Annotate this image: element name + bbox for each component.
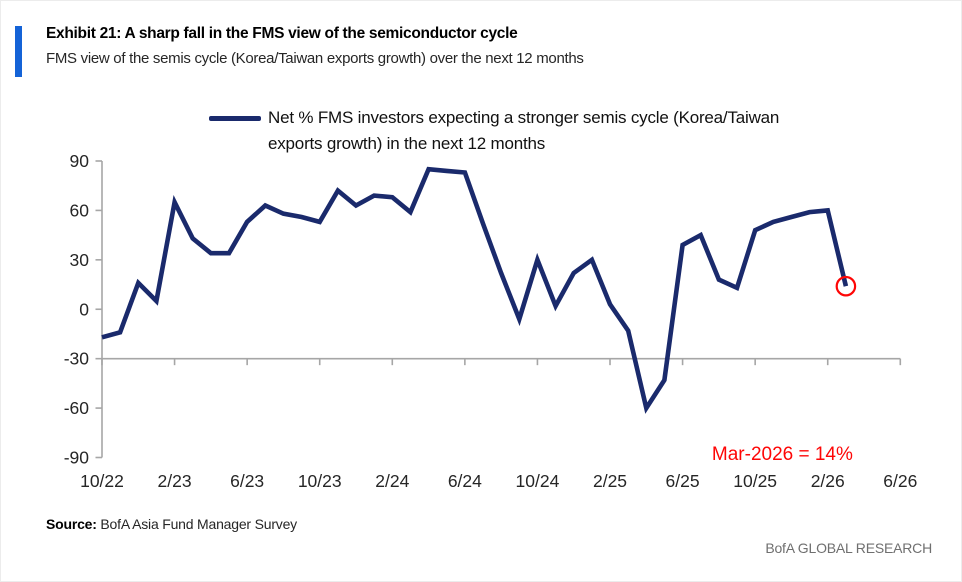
brand-mark: BofA GLOBAL RESEARCH [765,540,932,556]
legend-label: Net % FMS investors expecting a stronger… [268,105,779,157]
y-axis-tick-label: 90 [70,151,90,171]
y-axis-tick-label: -30 [64,349,90,369]
y-axis-tick-label: 30 [70,250,90,270]
y-axis-tick-label: -90 [64,448,90,468]
x-axis-tick-label: 6/26 [883,471,917,491]
exhibit-subtitle: FMS view of the semis cycle (Korea/Taiwa… [46,50,584,67]
x-axis-tick-label: 2/25 [593,471,627,491]
x-axis-tick-label: 10/23 [298,471,342,491]
x-axis-tick-label: 2/24 [375,471,409,491]
annotation-last-value: Mar-2026 = 14% [712,444,853,465]
x-axis-tick-label: 6/25 [666,471,700,491]
source-text: BofA Asia Fund Manager Survey [96,516,297,532]
x-axis-tick-label: 10/22 [80,471,124,491]
x-axis-tick-label: 6/23 [230,471,264,491]
exhibit-title: Exhibit 21: A sharp fall in the FMS view… [46,25,518,42]
x-axis-tick-label: 2/26 [811,471,845,491]
y-axis-tick-label: 60 [70,200,90,220]
legend-line-swatch [209,116,261,121]
y-axis-tick-label: -60 [64,398,90,418]
title-accent-bar [15,26,22,77]
source-label: Source: [46,516,97,532]
x-axis-tick-label: 6/24 [448,471,482,491]
legend-label-line1: Net % FMS investors expecting a stronger… [268,108,780,127]
y-axis-tick-label: 0 [79,299,89,319]
semis-cycle-data-line [101,166,849,414]
x-axis-tick-label: 2/23 [158,471,192,491]
legend-label-line2: exports growth) in the next 12 months [268,134,546,153]
x-axis-tick-label: 10/24 [516,471,560,491]
chart-legend: Net % FMS investors expecting a stronger… [209,105,779,157]
source-note: Source: BofA Asia Fund Manager Survey [46,516,297,532]
last-point-highlight-circle [835,275,857,297]
x-axis-tick-label: 10/25 [733,471,777,491]
